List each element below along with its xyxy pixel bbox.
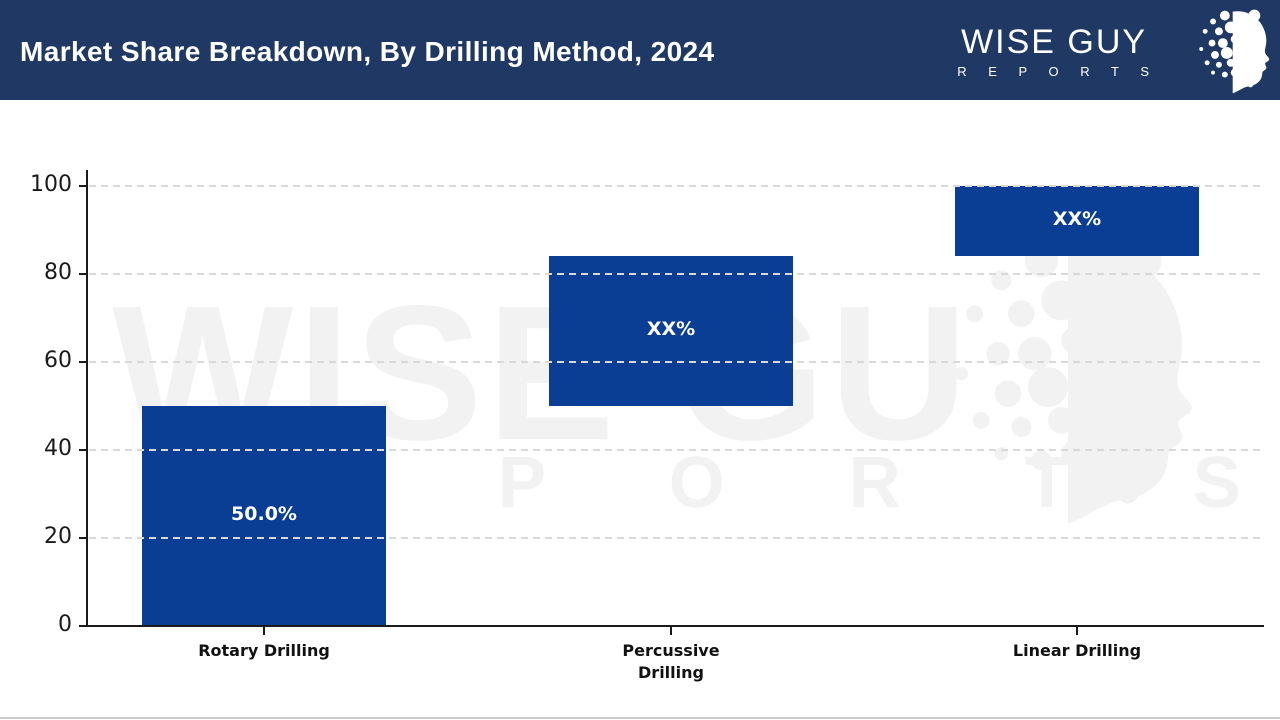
page-title: Market Share Breakdown, By Drilling Meth… (20, 36, 715, 67)
gridline-20 (89, 537, 1262, 539)
bar-value-label: 50.0% (231, 503, 297, 525)
y-tick-label: 80 (44, 260, 72, 285)
y-tick-label: 20 (44, 524, 72, 549)
y-axis-line (86, 170, 88, 627)
gridline-40 (89, 449, 1262, 451)
y-tick-mark (79, 625, 87, 627)
y-tick-mark (79, 273, 87, 275)
gridline-60 (89, 361, 1262, 363)
x-tick-mark (1076, 627, 1078, 635)
bar-value-label: XX% (1052, 208, 1102, 231)
x-tick-mark (263, 627, 265, 635)
watermark-head-icon (954, 240, 1192, 524)
y-tick-label: 100 (30, 172, 72, 197)
y-tick-label: 60 (44, 348, 72, 373)
header-band: Market Share Breakdown, By Drilling Meth… (0, 0, 1280, 100)
y-tick-mark (79, 537, 87, 539)
x-category-label: Percussive Drilling (622, 641, 720, 682)
x-category-label: Rotary Drilling (198, 641, 330, 660)
gridline-80 (89, 273, 1262, 275)
bar-value-label: XX% (646, 318, 696, 341)
gridline-100 (89, 185, 1262, 187)
logo-line1: WISE GUY (961, 23, 1148, 61)
x-axis-line (86, 625, 1264, 627)
bar-segment (142, 406, 386, 626)
y-tick-mark (79, 361, 87, 363)
logo-line2: R E P O R T S (957, 63, 1158, 79)
x-category-label: Linear Drilling (1012, 641, 1142, 660)
x-tick-mark (670, 627, 672, 635)
y-tick-label: 40 (44, 436, 72, 461)
y-tick-label: 0 (58, 612, 72, 637)
bar-segment (955, 186, 1199, 257)
y-tick-mark (79, 449, 87, 451)
y-tick-mark (79, 185, 87, 187)
bar-segment (549, 256, 793, 406)
bottom-divider (0, 717, 1280, 719)
wise-guy-head-icon (1199, 9, 1270, 94)
logo-wordmark: WISE GUY R E P O R T S (950, 23, 1158, 79)
